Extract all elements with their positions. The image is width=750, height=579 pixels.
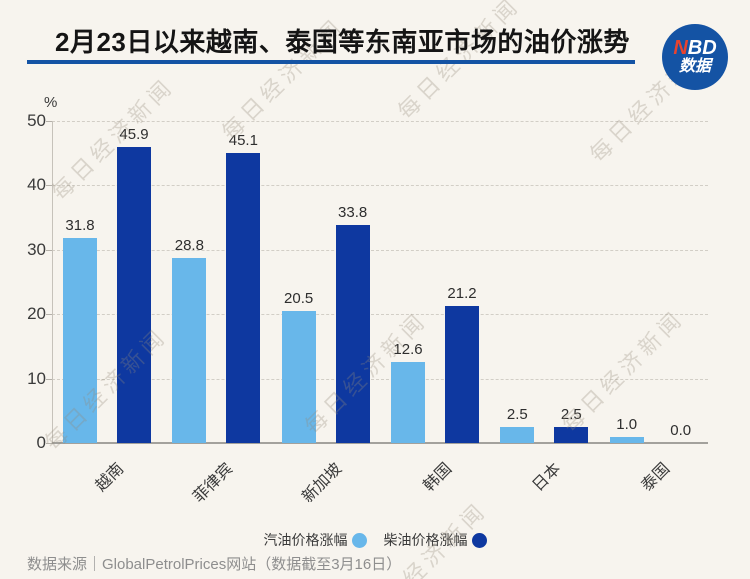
gridline: [52, 378, 708, 380]
bar-value-label: 45.9: [119, 126, 149, 144]
bar-value-label: 2.5: [506, 405, 528, 423]
bar-value-label: 31.8: [65, 217, 95, 235]
x-axis-label: 新加坡: [299, 460, 346, 507]
y-axis-tick: [46, 443, 52, 444]
y-axis-tick: [46, 314, 52, 316]
x-axis-label: 日本: [529, 460, 565, 495]
y-axis-tick: [46, 185, 52, 187]
y-axis-tick: [46, 121, 52, 122]
y-axis-tick-label: 10: [27, 368, 46, 388]
legend-label-diesel: 柴油价格涨幅: [383, 532, 468, 548]
bar-value-label: 12.6: [393, 340, 423, 358]
x-axis-label: 越南: [92, 460, 127, 495]
bar-value-label: 21.2: [447, 285, 477, 303]
bar: [63, 238, 97, 443]
y-axis-tick-label: 20: [27, 304, 46, 324]
bar-value-label: 33.8: [338, 204, 368, 222]
legend-swatch-gasoline-icon: [351, 532, 367, 548]
bar: [500, 426, 535, 443]
chart-legend: 汽油价格涨幅 柴油价格涨幅: [0, 530, 750, 550]
bar: [281, 310, 316, 443]
x-axis-label: 韩国: [420, 460, 455, 495]
gridline: [52, 249, 708, 251]
legend-swatch-diesel-icon: [471, 532, 487, 548]
x-axis-label: 泰国: [638, 460, 674, 495]
data-source-note: 数据来源｜GlobalPetrolPrices网站（数据截至3月16日）: [27, 556, 402, 573]
legend-item-diesel: 柴油价格涨幅: [384, 530, 487, 550]
y-axis-tick-label: 30: [27, 239, 46, 259]
bar-value-label: 45.1: [228, 131, 258, 149]
gridline: [52, 121, 708, 122]
legend-item-gasoline: 汽油价格涨幅: [264, 530, 367, 550]
gridline: [52, 314, 708, 316]
legend-label-gasoline: 汽油价格涨幅: [263, 532, 348, 548]
bar: [335, 225, 370, 443]
bar: [117, 147, 151, 443]
bar: [445, 306, 479, 443]
y-axis-unit-label: %: [44, 94, 58, 111]
bar-value-label: 28.8: [174, 236, 204, 254]
x-axis-label: 菲律宾: [190, 460, 237, 507]
bar-value-label: 0.0: [670, 422, 692, 439]
y-axis-tick-label: 50: [27, 111, 46, 130]
x-axis-line: [52, 442, 708, 444]
bar: [609, 436, 644, 443]
bar-value-label: 2.5: [560, 405, 582, 423]
bar: [554, 426, 589, 443]
y-axis-tick-label: 0: [36, 433, 46, 452]
bar-value-label: 1.0: [616, 415, 638, 433]
gridline: [52, 185, 708, 187]
y-axis-line: [52, 121, 53, 443]
bar-value-label: 20.5: [284, 289, 314, 307]
y-axis-tick-label: 40: [27, 175, 46, 195]
y-axis-tick: [46, 378, 52, 380]
y-axis-tick: [46, 249, 52, 251]
bar: [391, 361, 425, 443]
bar: [172, 257, 207, 443]
bar: [226, 152, 261, 443]
